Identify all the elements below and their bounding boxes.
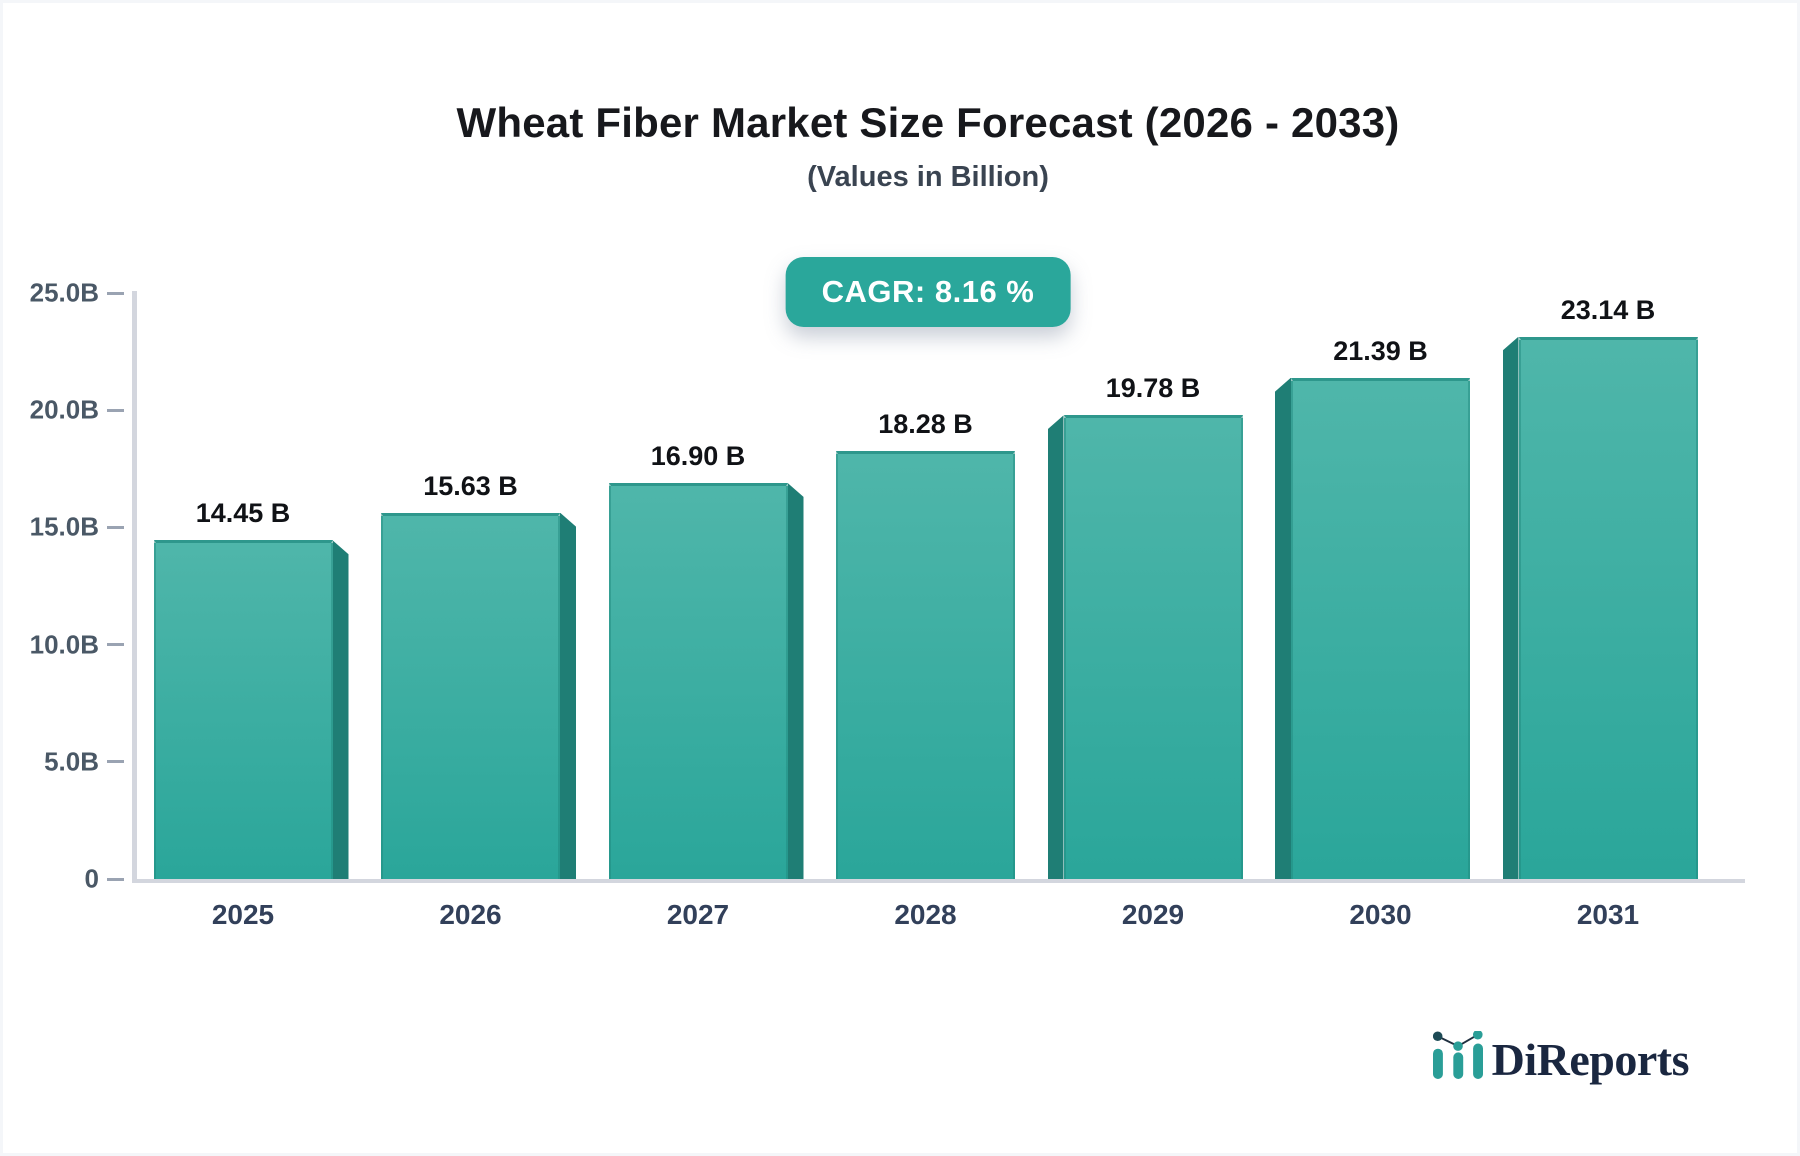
- bar-chart-logo-icon: [1432, 1031, 1483, 1079]
- x-tick-label: 2029: [1121, 899, 1185, 930]
- bar-value-label: 23.14 B: [1560, 294, 1656, 325]
- y-tick-label: 0: [84, 863, 99, 894]
- bar-3d-side: [1275, 377, 1291, 879]
- x-tick-label: 2027: [666, 899, 730, 930]
- bar-2028: [836, 450, 1015, 879]
- bar-2027: [608, 482, 788, 879]
- bar-value-label: 18.28 B: [878, 408, 973, 439]
- chart-title: Wheat Fiber Market Size Forecast (2026 -…: [456, 99, 1400, 146]
- y-tick-mark: [107, 291, 124, 295]
- bar-value-label: 15.63 B: [423, 470, 518, 501]
- x-tick-label: 2028: [894, 899, 957, 930]
- bar-value-label: 21.39 B: [1333, 335, 1428, 366]
- x-tick-label: 2025: [211, 899, 275, 930]
- bar-2030: [1291, 377, 1470, 879]
- bar-value-label: 19.78 B: [1105, 373, 1201, 404]
- y-tick-label: 20.0B: [29, 394, 99, 425]
- y-tick-label: 25.0B: [29, 277, 99, 308]
- bar-3d-side: [1502, 336, 1519, 879]
- bar-value-label: 16.90 B: [650, 440, 746, 471]
- x-tick-label: 2026: [439, 899, 502, 930]
- x-axis-line: [132, 879, 1745, 883]
- y-tick-label: 10.0B: [29, 629, 99, 660]
- bar-2025: [153, 540, 333, 879]
- y-tick-mark: [107, 525, 124, 529]
- y-tick-label: 15.0B: [29, 511, 99, 542]
- bar-3d-side: [560, 512, 576, 879]
- y-tick-mark: [107, 760, 124, 764]
- y-axis-line: [132, 291, 137, 883]
- bar-3d-side: [1047, 415, 1064, 879]
- logo: DiReports: [1432, 1031, 1690, 1085]
- y-tick-label: 5.0B: [44, 746, 99, 777]
- logo-text: DiReports: [1491, 1034, 1690, 1085]
- cagr-badge: CAGR: 8.16 %: [785, 257, 1071, 327]
- x-tick-label: 2031: [1576, 899, 1640, 930]
- y-tick-mark: [107, 643, 124, 647]
- y-tick-mark: [107, 408, 124, 412]
- plot-area: 25.0B 20.0B 15.0B 10.0B 5.0B 0 14.45 B 15.63 B…: [3, 3, 1797, 1153]
- bar-3d-side: [787, 482, 804, 879]
- y-tick-mark: [107, 877, 124, 881]
- bar-2031: [1518, 336, 1698, 879]
- bar-3d-side: [332, 540, 349, 879]
- bar-2026: [381, 512, 560, 879]
- bar-2029: [1063, 415, 1243, 879]
- x-tick-label: 2030: [1349, 899, 1412, 930]
- chart-subtitle: (Values in Billion): [807, 161, 1049, 193]
- bar-value-label: 14.45 B: [195, 498, 291, 529]
